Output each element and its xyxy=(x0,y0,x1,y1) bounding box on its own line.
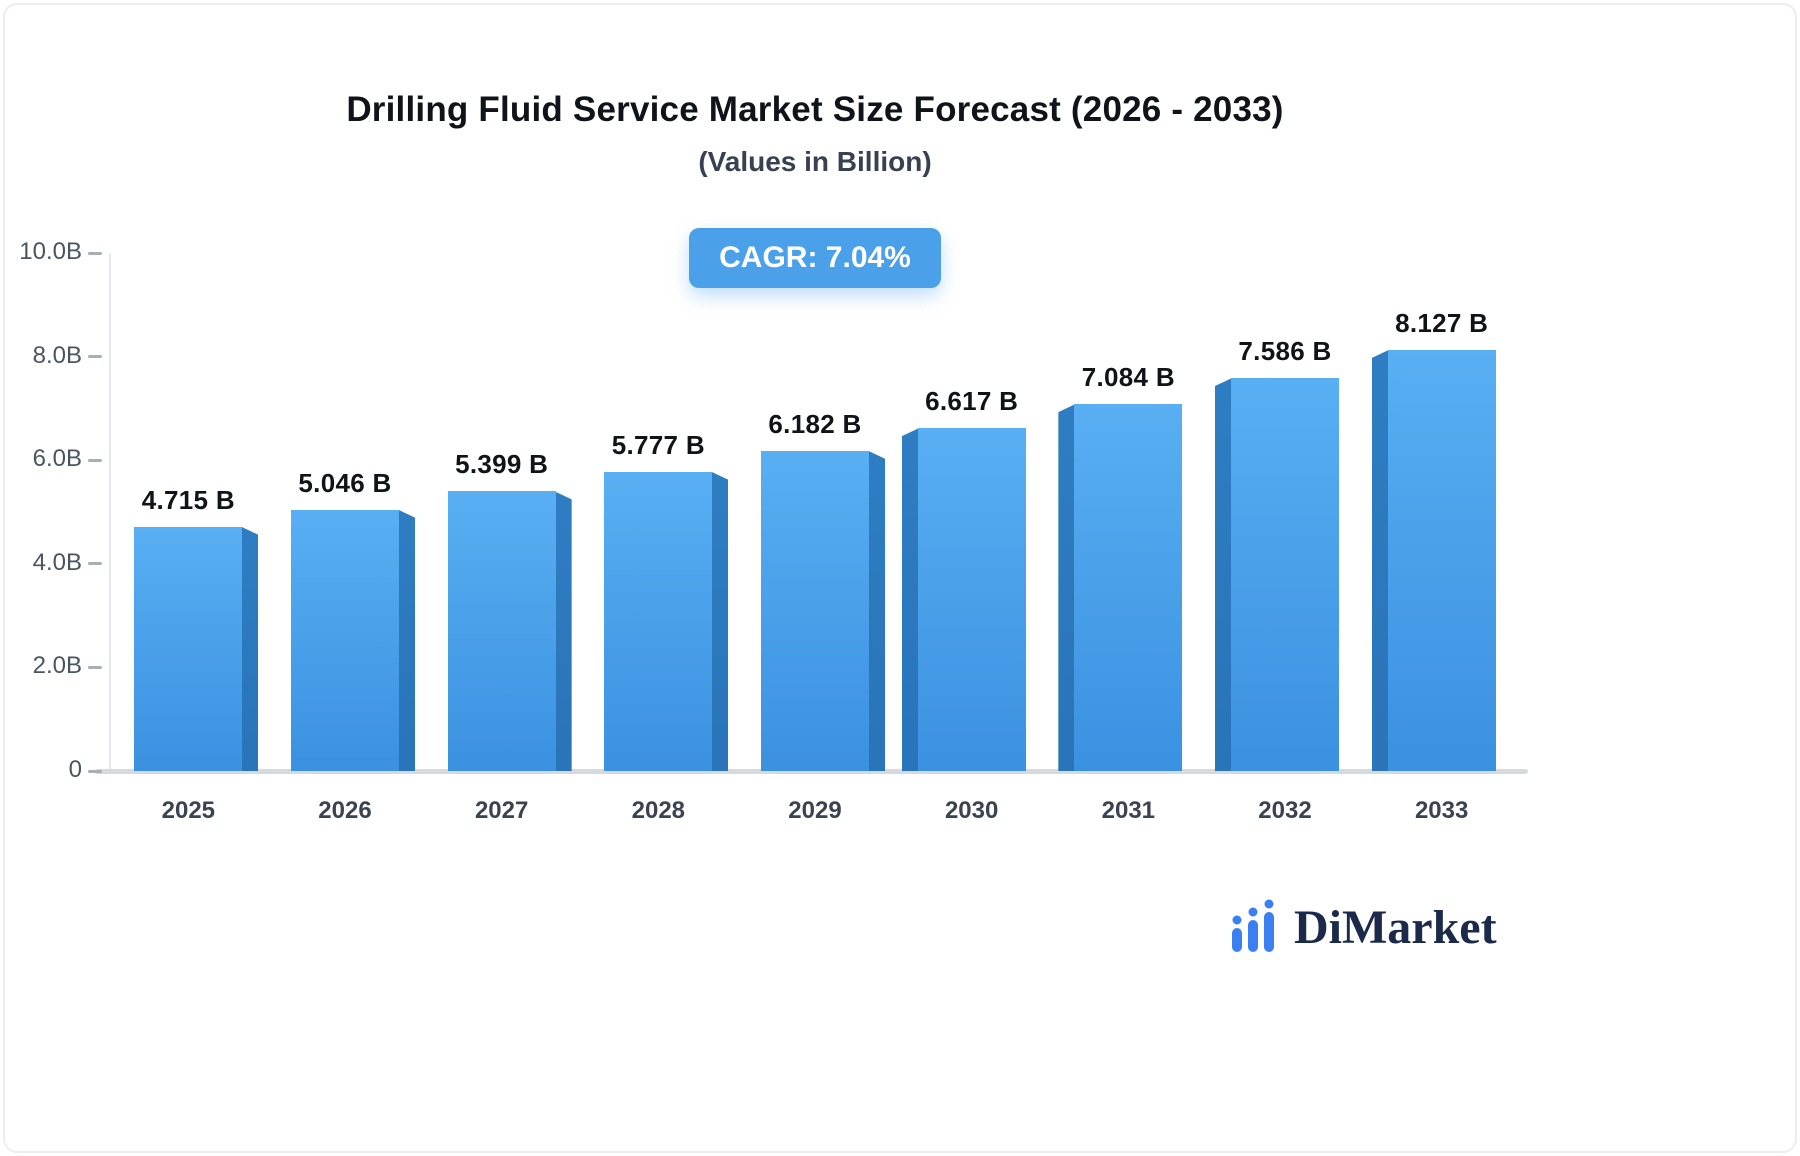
chart-title: Drilling Fluid Service Market Size Forec… xyxy=(346,90,1284,129)
plot-area: 0 2.0B 4.0B 6.0B 8.0B 10.0B 4.715 B 2025 5.046 B… xyxy=(19,238,1528,824)
y-tick-label: 2.0B xyxy=(32,652,82,680)
y-tick-label: 10.0B xyxy=(19,238,82,265)
bar-value-label: 6.182 B xyxy=(768,408,862,439)
bar-side-face xyxy=(868,450,885,771)
x-tick-label: 2032 xyxy=(1258,797,1312,824)
y-tick-label: 0 xyxy=(68,756,82,783)
x-axis-baseline xyxy=(95,769,1528,774)
x-tick-label: 2029 xyxy=(788,797,842,824)
y-tick-mark xyxy=(88,458,102,462)
y-tick-mark xyxy=(88,665,102,669)
bar-value-label: 8.127 B xyxy=(1395,308,1489,339)
x-tick-label: 2030 xyxy=(944,797,999,824)
bar xyxy=(1231,378,1339,771)
bar-value-label: 4.715 B xyxy=(141,484,235,515)
y-tick-mark xyxy=(88,355,102,359)
y-tick-mark xyxy=(88,251,102,255)
bar xyxy=(1074,404,1183,771)
bar-chart-logo-icon xyxy=(1232,899,1274,952)
x-tick-label: 2026 xyxy=(318,797,372,824)
y-tick-label: 6.0B xyxy=(32,445,82,473)
brand-logo: DiMarket xyxy=(1228,896,1497,952)
y-tick-mark xyxy=(88,769,102,773)
bar xyxy=(761,450,869,771)
bar xyxy=(604,471,713,771)
bar-value-label: 6.617 B xyxy=(925,386,1019,417)
bar xyxy=(134,526,243,771)
bar-side-face xyxy=(1215,378,1232,771)
x-tick-label: 2031 xyxy=(1101,797,1156,824)
bar xyxy=(291,509,399,771)
cagr-badge: CAGR: 7.04% xyxy=(689,228,941,288)
y-axis-line xyxy=(109,253,111,771)
chart-header: Drilling Fluid Service Market Size Forec… xyxy=(0,90,1630,288)
y-tick-label: 8.0B xyxy=(32,341,82,369)
chart-subtitle: (Values in Billion) xyxy=(698,146,932,177)
x-tick-label: 2028 xyxy=(631,797,686,824)
bar-value-label: 7.586 B xyxy=(1238,336,1332,367)
bar xyxy=(447,491,556,771)
bar-side-face xyxy=(901,428,919,771)
bar-side-face xyxy=(711,471,729,771)
bar-value-label: 5.046 B xyxy=(298,467,392,498)
y-tick-label: 4.0B xyxy=(32,548,82,576)
y-tick-mark xyxy=(88,562,102,566)
bar-side-face xyxy=(241,526,259,771)
bar xyxy=(917,428,1026,771)
x-tick-label: 2025 xyxy=(161,797,216,824)
bar-side-face xyxy=(398,509,415,771)
bar-value-label: 5.399 B xyxy=(455,449,549,480)
bar xyxy=(1387,350,1496,771)
bar-value-label: 7.084 B xyxy=(1081,362,1175,393)
x-tick-label: 2027 xyxy=(474,797,529,824)
brand-name: DiMarket xyxy=(1294,901,1497,954)
bar-side-face xyxy=(1371,350,1389,771)
bar-value-label: 5.777 B xyxy=(611,429,705,460)
bar-side-face xyxy=(1058,404,1076,771)
bar-side-face xyxy=(554,491,572,771)
x-tick-label: 2033 xyxy=(1414,797,1469,824)
